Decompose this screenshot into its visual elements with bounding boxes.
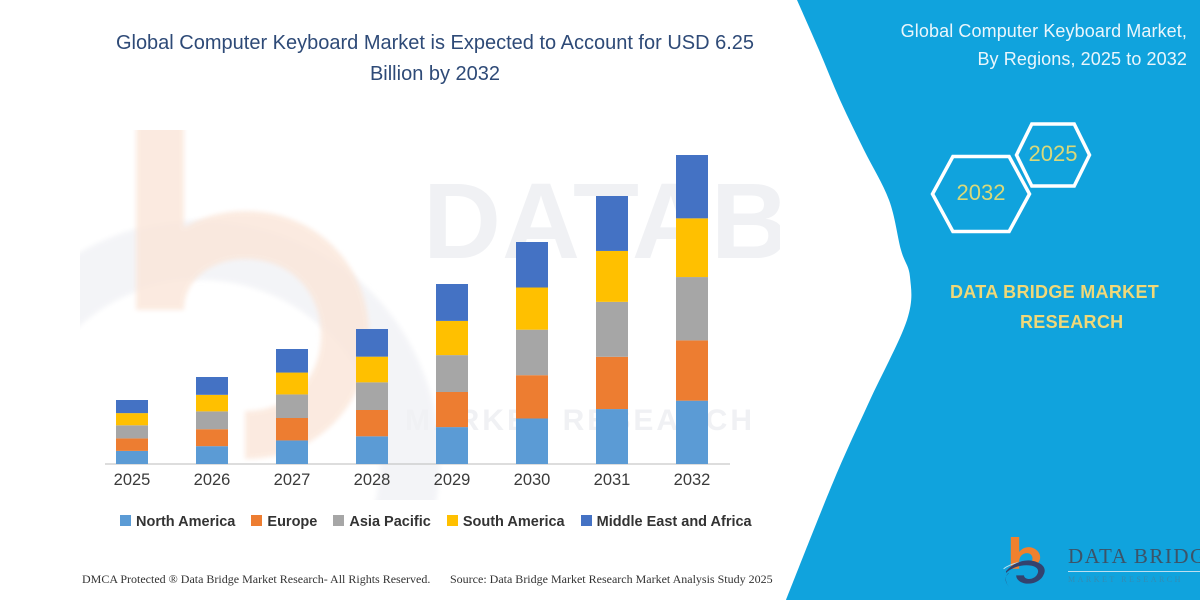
svg-text:2025: 2025 <box>1029 141 1078 166</box>
svg-text:2032: 2032 <box>957 180 1006 205</box>
